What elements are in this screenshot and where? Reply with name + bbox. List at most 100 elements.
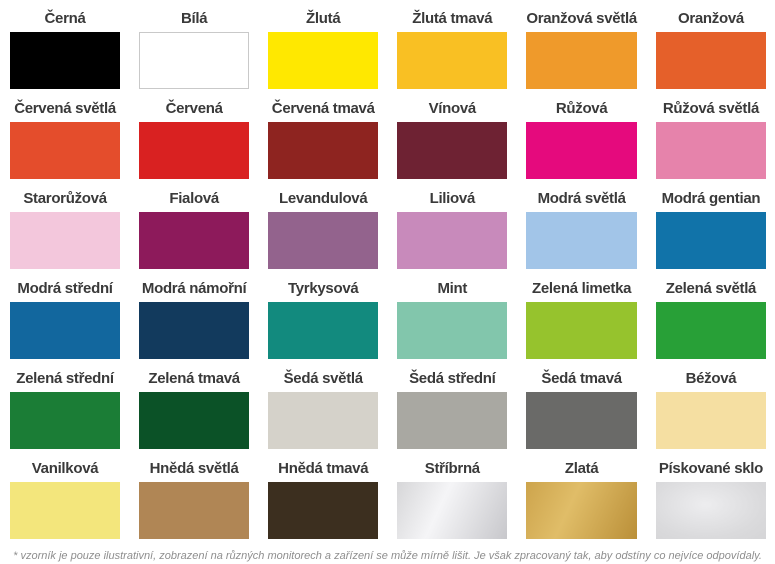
color-label: Růžová: [555, 100, 608, 117]
color-cell: Levandulová: [268, 188, 379, 269]
color-swatch: [268, 32, 379, 89]
disclaimer-footnote: * vzorník je pouze ilustrativní, zobraze…: [13, 550, 762, 562]
color-swatch: [397, 32, 508, 89]
color-cell: Béžová: [655, 368, 766, 449]
color-label: Stříbrná: [424, 460, 480, 477]
color-label: Béžová: [685, 370, 737, 387]
color-cell: Žlutá tmavá: [397, 8, 508, 89]
color-cell: Mint: [397, 278, 508, 359]
color-cell: Zelená limetka: [526, 278, 637, 359]
color-label: Červená světlá: [14, 100, 116, 117]
color-label: Modrá gentian: [661, 190, 761, 207]
color-swatch: [10, 392, 121, 449]
color-swatch: [10, 32, 121, 89]
color-cell: Modrá gentian: [655, 188, 766, 269]
color-cell: Modrá námořní: [139, 278, 250, 359]
color-label: Šedá střední: [409, 370, 496, 387]
color-swatch: [526, 122, 637, 179]
color-cell: Oranžová: [655, 8, 766, 89]
color-swatch: [526, 482, 637, 539]
color-cell: Stříbrná: [397, 458, 508, 539]
color-label: Levandulová: [279, 190, 368, 207]
color-label: Modrá střední: [17, 280, 113, 297]
color-swatch: [655, 32, 766, 89]
color-cell: Zlatá: [526, 458, 637, 539]
color-cell: Růžová světlá: [655, 98, 766, 179]
color-cell: Růžová: [526, 98, 637, 179]
color-swatch: [268, 302, 379, 359]
color-label: Zelená světlá: [665, 280, 757, 297]
color-cell: Vínová: [397, 98, 508, 179]
color-cell: Zelená tmavá: [139, 368, 250, 449]
color-cell: Hnědá tmavá: [268, 458, 379, 539]
color-label: Oranžová světlá: [526, 10, 637, 27]
color-label: Zelená tmavá: [148, 370, 240, 387]
color-label: Červená: [165, 100, 223, 117]
color-cell: Hnědá světlá: [139, 458, 250, 539]
color-label: Hnědá tmavá: [278, 460, 369, 477]
color-palette-grid: Černá Bílá Žlutá Žlutá tmavá Oranžová světlá…: [10, 8, 766, 539]
color-swatch: [397, 122, 508, 179]
color-swatch: [10, 212, 121, 269]
color-cell: Modrá střední: [10, 278, 121, 359]
color-cell: Červená tmavá: [268, 98, 379, 179]
color-swatch: [526, 32, 637, 89]
color-swatch: [139, 392, 250, 449]
color-swatch: [139, 212, 250, 269]
color-swatch: [10, 302, 121, 359]
color-cell: Pískované sklo: [655, 458, 766, 539]
color-cell: Žlutá: [268, 8, 379, 89]
color-swatch: [139, 482, 250, 539]
color-label: Šedá světlá: [283, 370, 364, 387]
color-swatch: [139, 32, 250, 89]
color-label: Modrá světlá: [537, 190, 626, 207]
color-label: Žlutá tmavá: [412, 10, 493, 27]
color-cell: Tyrkysová: [268, 278, 379, 359]
color-cell: Modrá světlá: [526, 188, 637, 269]
color-swatch: [397, 392, 508, 449]
color-swatch: [655, 392, 766, 449]
color-cell: Fialová: [139, 188, 250, 269]
color-label: Pískované sklo: [658, 460, 764, 477]
color-swatch: [268, 212, 379, 269]
color-label: Žlutá: [306, 10, 341, 27]
color-label: Mint: [437, 280, 468, 297]
color-swatch: [397, 482, 508, 539]
color-label: Růžová světlá: [662, 100, 760, 117]
color-swatch: [10, 482, 121, 539]
color-label: Černá: [44, 10, 86, 27]
color-cell: Starorůžová: [10, 188, 121, 269]
color-label: Zlatá: [564, 460, 599, 477]
color-swatch: [268, 122, 379, 179]
color-cell: Šedá světlá: [268, 368, 379, 449]
color-cell: Oranžová světlá: [526, 8, 637, 89]
color-label: Hnědá světlá: [149, 460, 239, 477]
color-swatch: [655, 122, 766, 179]
color-swatch: [268, 392, 379, 449]
color-swatch: [268, 482, 379, 539]
color-label: Vanilková: [31, 460, 99, 477]
color-swatch: [526, 212, 637, 269]
color-cell: Liliová: [397, 188, 508, 269]
color-swatch: [397, 302, 508, 359]
color-swatch: [139, 122, 250, 179]
color-swatch: [139, 302, 250, 359]
color-swatch: [10, 122, 121, 179]
color-cell: Šedá tmavá: [526, 368, 637, 449]
color-label: Oranžová: [677, 10, 744, 27]
color-label: Modrá námořní: [141, 280, 247, 297]
color-cell: Červená světlá: [10, 98, 121, 179]
color-label: Bílá: [180, 10, 208, 27]
color-swatch: [655, 482, 766, 539]
color-cell: Červená: [139, 98, 250, 179]
color-cell: Bílá: [139, 8, 250, 89]
color-swatch: [655, 302, 766, 359]
color-label: Zelená střední: [16, 370, 114, 387]
color-label: Liliová: [429, 190, 476, 207]
color-cell: Šedá střední: [397, 368, 508, 449]
color-swatch: [655, 212, 766, 269]
color-label: Vínová: [428, 100, 477, 117]
color-cell: Zelená střední: [10, 368, 121, 449]
color-label: Červená tmavá: [271, 100, 375, 117]
color-cell: Zelená světlá: [655, 278, 766, 359]
